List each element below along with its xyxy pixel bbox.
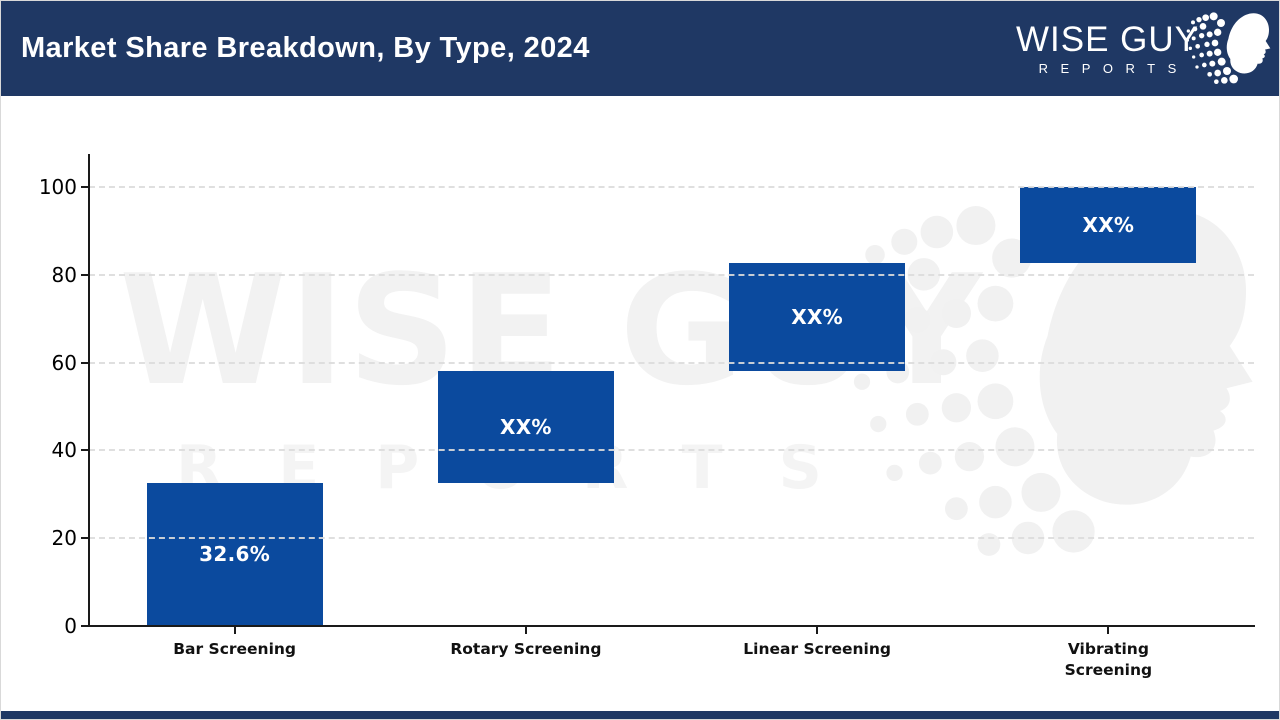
y-tick-label: 60: [51, 350, 77, 375]
watermark-head-icon: [842, 206, 1253, 556]
x-category-label: Vibrating Screening: [1064, 640, 1153, 679]
y-tick-label: 40: [51, 438, 77, 463]
gridline: [89, 273, 1254, 276]
y-tick-mark: [81, 625, 88, 627]
wise-guy-logo: WISE GUY REPORTS: [1015, 11, 1279, 86]
bar-value-label: XX%: [791, 305, 844, 330]
bar-segment: XX%: [729, 263, 906, 372]
bar-value-label: 32.6%: [199, 542, 271, 567]
logo-text: WISE GUY REPORTS: [1015, 19, 1199, 76]
x-axis-line: [88, 625, 1255, 627]
gridline: [89, 186, 1254, 188]
gridline: [89, 361, 1254, 364]
header-bar: Market Share Breakdown, By Type, 2024 WI…: [1, 1, 1279, 96]
y-tick-mark: [81, 273, 88, 276]
gridline: [89, 449, 1254, 452]
gridline: [89, 537, 1254, 540]
x-tick-mark: [524, 627, 527, 634]
y-axis-line: [88, 154, 90, 627]
bar-segment: XX%: [1020, 187, 1197, 264]
footer-bar: [1, 711, 1279, 719]
y-tick-label: 0: [64, 614, 77, 638]
x-tick-mark: [233, 627, 236, 634]
bar-value-label: XX%: [499, 415, 552, 440]
x-category-label: Rotary Screening: [450, 640, 602, 658]
y-tick-label: 100: [38, 175, 77, 199]
y-tick-label: 80: [51, 262, 77, 287]
bar-segment: 32.6%: [146, 482, 323, 626]
bar-value-label: XX%: [1082, 213, 1135, 238]
y-tick-label: 20: [51, 526, 77, 551]
bar-segment: XX%: [437, 371, 614, 483]
x-category-label: Bar Screening: [173, 640, 297, 658]
x-category-label: Linear Screening: [743, 640, 891, 658]
y-tick-mark: [81, 449, 88, 452]
y-tick-mark: [81, 361, 88, 364]
logo-subtitle: REPORTS: [1038, 60, 1189, 76]
x-tick-mark: [816, 627, 819, 634]
y-tick-mark: [81, 537, 88, 540]
dotted-head-icon: [1186, 11, 1271, 84]
y-tick-mark: [81, 186, 88, 188]
x-tick-mark: [1107, 627, 1110, 634]
logo-wordmark: WISE GUY: [1015, 19, 1199, 59]
page-title: Market Share Breakdown, By Type, 2024: [21, 32, 590, 64]
